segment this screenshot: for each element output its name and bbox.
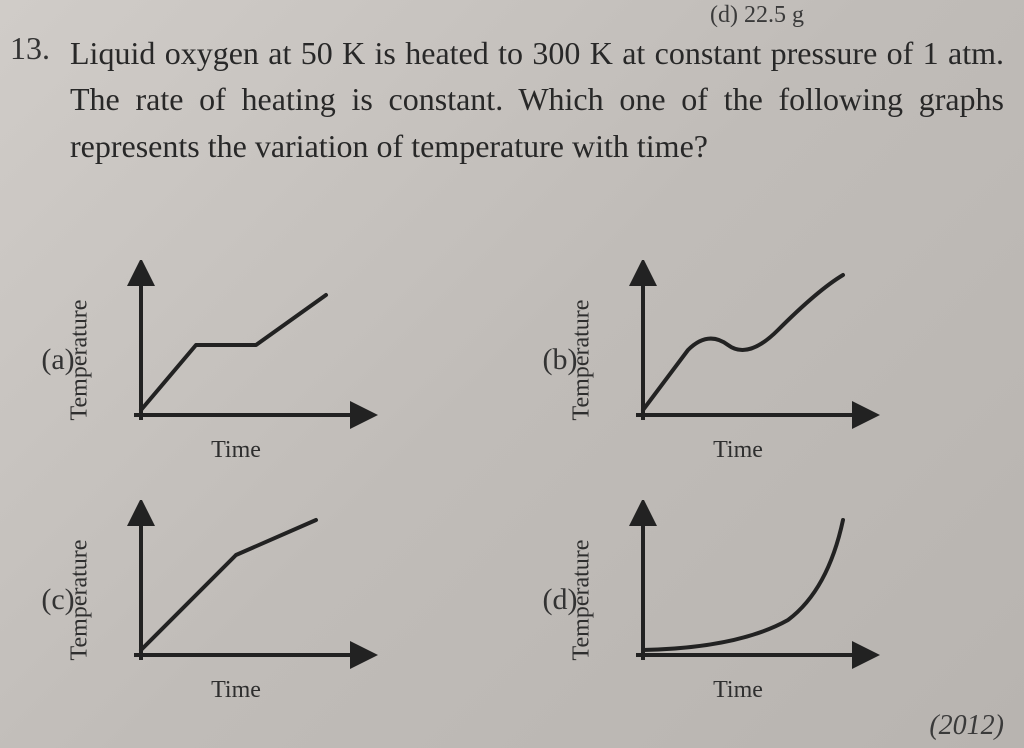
curve-a: [141, 295, 326, 410]
previous-option-fragment: (d) 22.5 g: [710, 2, 804, 29]
question-block: 13. Liquid oxygen at 50 K is heated to 3…: [10, 30, 1004, 169]
curve-d: [643, 520, 843, 650]
year-reference: (2012): [929, 710, 1004, 742]
question-number: 13.: [10, 30, 60, 67]
option-d: (d) Temperature Time: [532, 500, 994, 700]
option-c: (c) Temperature Time: [30, 500, 492, 700]
curve-c: [141, 520, 316, 650]
x-axis-label: Time: [211, 677, 261, 704]
options-grid: (a) Temperature Time (b): [30, 260, 994, 700]
x-axis-label: Time: [713, 437, 763, 464]
x-axis-label: Time: [211, 437, 261, 464]
y-axis-label: Temperature: [67, 540, 94, 661]
x-axis-label: Time: [713, 677, 763, 704]
question-text: Liquid oxygen at 50 K is heated to 300 K…: [70, 30, 1004, 169]
option-a: (a) Temperature Time: [30, 260, 492, 460]
graph-b-svg: [588, 260, 888, 460]
y-axis-label: Temperature: [569, 300, 596, 421]
graph-c: Temperature Time: [86, 500, 386, 700]
graph-a-svg: [86, 260, 386, 460]
y-axis-label: Temperature: [67, 300, 94, 421]
graph-d: Temperature Time: [588, 500, 888, 700]
y-axis-label: Temperature: [569, 540, 596, 661]
graph-d-svg: [588, 500, 888, 700]
graph-a: Temperature Time: [86, 260, 386, 460]
page: (d) 22.5 g 13. Liquid oxygen at 50 K is …: [0, 0, 1024, 748]
graph-c-svg: [86, 500, 386, 700]
graph-b: Temperature Time: [588, 260, 888, 460]
curve-b: [643, 275, 843, 410]
option-b: (b) Temperature Time: [532, 260, 994, 460]
